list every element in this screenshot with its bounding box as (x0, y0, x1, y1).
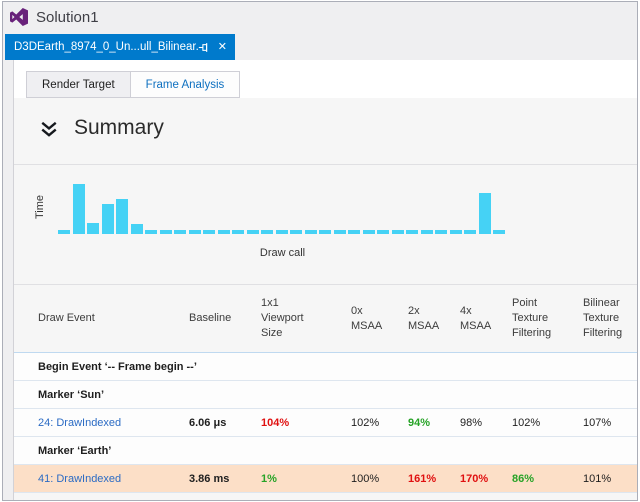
frame-analysis-panel: Summary Time Draw call Draw Event Baselin… (14, 98, 637, 500)
column-header: Bilinear Texture Filtering (583, 297, 623, 339)
tab-frame-analysis[interactable]: Frame Analysis (129, 71, 241, 98)
chart-bar[interactable] (217, 230, 230, 234)
chart-bar[interactable] (159, 230, 172, 234)
chart-bar[interactable] (203, 230, 215, 234)
draw-event-link[interactable]: 41: DrawIndexed (38, 472, 122, 485)
percent-value: 86% (512, 472, 535, 485)
close-icon[interactable]: ✕ (217, 40, 227, 53)
document-tab-strip: D3DEarth_8974_0_Un...ull_Bilinear.vsglog… (3, 32, 637, 60)
visual-studio-logo-icon (10, 8, 28, 26)
percent-value: 94% (408, 416, 431, 429)
chart-x-axis-label: Draw call (259, 247, 306, 259)
chart-bar[interactable] (188, 230, 201, 234)
chart-bars (58, 184, 637, 234)
document-tab-label: D3DEarth_8974_0_Un...ull_Bilinear.vsglog (14, 41, 198, 53)
percent-value: 107% (583, 416, 612, 429)
chart-bar[interactable] (420, 230, 433, 234)
collapse-chevron-icon[interactable] (40, 121, 58, 137)
chart-bar[interactable] (478, 193, 491, 234)
document-tab[interactable]: D3DEarth_8974_0_Un...ull_Bilinear.vsglog… (5, 34, 235, 60)
draw-event-link[interactable]: 24: DrawIndexed (38, 416, 122, 429)
column-header: 2x MSAA (408, 304, 440, 332)
chart-bar[interactable] (435, 230, 447, 234)
baseline-value: 3.86 ms (189, 472, 230, 485)
chart-bar[interactable] (58, 230, 70, 234)
percent-value: 1% (261, 472, 277, 485)
chart-bar[interactable] (493, 230, 505, 234)
document-area: Render Target Frame Analysis Summary Tim… (13, 60, 637, 500)
draw-call-chart: Time Draw call (14, 164, 637, 284)
chart-bar[interactable] (87, 223, 99, 234)
chart-bar[interactable] (348, 230, 360, 234)
table-body: Begin Event ‘-- Frame begin --’ Marker ‘S… (14, 353, 637, 493)
chart-bar[interactable] (377, 230, 389, 234)
percent-value: 98% (460, 416, 483, 429)
title-bar: Solution1 (3, 2, 637, 32)
page-tab-strip: Render Target Frame Analysis (14, 60, 637, 98)
column-header: 0x MSAA (351, 304, 383, 332)
summary-header: Summary (14, 98, 637, 164)
baseline-value: 6.06 μs (189, 416, 227, 429)
chart-y-axis-label: Time (34, 194, 46, 220)
pin-icon[interactable] (198, 41, 211, 54)
percent-value: 100% (351, 472, 380, 485)
chart-bar[interactable] (101, 204, 114, 234)
chart-bar[interactable] (449, 230, 462, 234)
percent-value: 161% (408, 472, 437, 485)
column-header: Point Texture Filtering (512, 297, 552, 339)
chart-bar[interactable] (174, 230, 186, 234)
column-header: 1x1 Viewport Size (261, 297, 304, 339)
chart-bar[interactable] (406, 230, 418, 234)
column-header: Baseline (189, 312, 232, 325)
chart-bar[interactable] (362, 230, 375, 234)
percent-value: 170% (460, 472, 489, 485)
percent-value: 102% (351, 416, 380, 429)
comparison-table: Draw Event Baseline 1x1 Viewport Size 0x MS… (14, 284, 637, 500)
window-title: Solution1 (36, 8, 99, 26)
chart-bar[interactable] (464, 230, 476, 234)
chart-bar[interactable] (232, 230, 244, 234)
group-row-label: Marker ‘Earth’ (38, 444, 112, 457)
chart-bar[interactable] (261, 230, 273, 234)
group-row-label: Marker ‘Sun’ (38, 388, 105, 401)
chart-bar[interactable] (275, 230, 288, 234)
table-row: 24: DrawIndexed 6.06 μs 104% 102% 94% 98% 102%… (14, 409, 637, 437)
chart-bar[interactable] (145, 230, 157, 234)
chart-bar[interactable] (304, 230, 317, 234)
chart-bar[interactable] (333, 230, 346, 234)
chart-bar[interactable] (246, 230, 259, 234)
table-row: 41: DrawIndexed 3.86 ms 1% 100% 161% 170% 86% 1… (14, 465, 637, 493)
percent-value: 104% (261, 416, 290, 429)
summary-title: Summary (74, 116, 164, 139)
column-header: 4x MSAA (460, 304, 492, 332)
chart-bar[interactable] (72, 184, 85, 234)
chart-bar[interactable] (391, 230, 404, 234)
chart-bar[interactable] (319, 230, 331, 234)
chart-bar[interactable] (130, 224, 143, 234)
tab-render-target[interactable]: Render Target (26, 71, 130, 98)
group-row-label: Begin Event ‘-- Frame begin --’ (38, 360, 197, 373)
group-row: Begin Event ‘-- Frame begin --’ (14, 353, 637, 381)
group-row: Marker ‘Sun’ (14, 381, 637, 409)
table-header-row: Draw Event Baseline 1x1 Viewport Size 0x MS… (14, 285, 637, 353)
chart-bar[interactable] (116, 199, 128, 234)
percent-value: 101% (583, 472, 612, 485)
group-row: Marker ‘Earth’ (14, 437, 637, 465)
chart-bar[interactable] (290, 230, 302, 234)
column-header: Draw Event (38, 312, 95, 325)
percent-value: 102% (512, 416, 541, 429)
